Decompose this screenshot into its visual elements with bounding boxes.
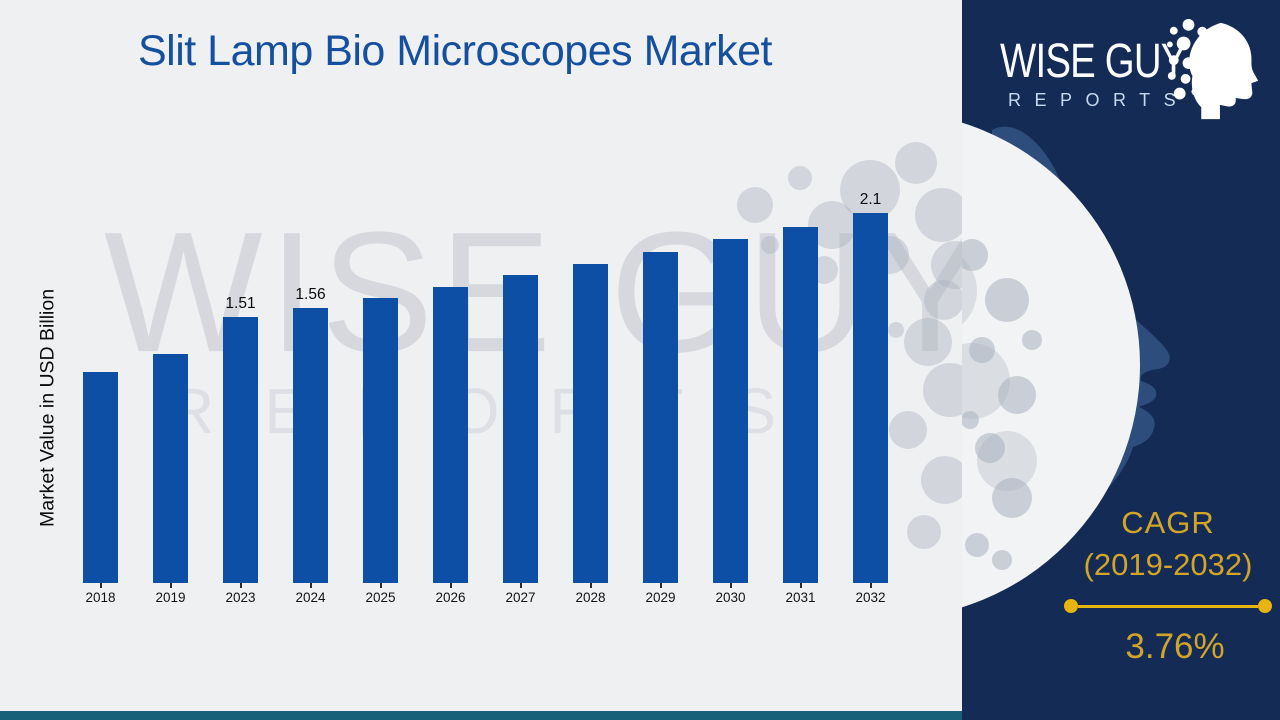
cagr-range: (2019-2032) <box>1083 547 1253 582</box>
watermark-dot <box>889 411 927 449</box>
x-tick-2026 <box>449 583 452 588</box>
x-tick-2029 <box>659 583 662 588</box>
watermark-dot <box>924 280 962 320</box>
x-tick-2018 <box>99 583 102 588</box>
bar-2032 <box>853 213 888 583</box>
bar-2029 <box>643 252 678 583</box>
logo-subtitle: REPORTS <box>1008 90 1190 110</box>
bar-2018 <box>83 372 118 583</box>
value-label-2032: 2.1 <box>859 191 882 208</box>
bar-2031 <box>783 227 818 583</box>
bar-2027 <box>503 275 538 583</box>
watermark-dot <box>761 236 779 254</box>
circle-dot <box>962 239 988 271</box>
divider-right-dot <box>1258 599 1272 613</box>
x-label-2018: 2018 <box>85 590 116 605</box>
divider-left-dot <box>1064 599 1078 613</box>
watermark-dot <box>895 142 937 184</box>
x-label-2023: 2023 <box>225 590 256 605</box>
bar-2025 <box>363 298 398 583</box>
logo-wordmark: WISE GUY <box>1000 35 1186 88</box>
x-tick-2032 <box>869 583 872 588</box>
bottom-teal-strip <box>0 711 962 720</box>
x-label-2030: 2030 <box>715 590 746 605</box>
watermark-dot <box>737 187 773 223</box>
bar-2023 <box>223 317 258 583</box>
watermark-dot <box>788 166 812 190</box>
circle-dot <box>965 533 989 557</box>
circle-dot <box>969 337 995 363</box>
x-label-2032: 2032 <box>855 590 886 605</box>
x-tick-2019 <box>169 583 172 588</box>
watermark-dot <box>931 241 962 289</box>
x-label-2031: 2031 <box>785 590 816 605</box>
x-tick-2027 <box>519 583 522 588</box>
watermark-dot <box>923 363 962 417</box>
circle-dot <box>992 550 1012 570</box>
circle-dot <box>998 376 1036 414</box>
logo-head-icon <box>1166 18 1259 120</box>
brand-panel: WISE GUY REPORTS CAGR (2019-2032) <box>962 0 1280 720</box>
watermark-dot <box>888 322 904 338</box>
x-tick-2030 <box>729 583 732 588</box>
x-label-2025: 2025 <box>365 590 396 605</box>
x-label-2019: 2019 <box>155 590 186 605</box>
cagr-divider <box>1064 599 1272 613</box>
watermark-dot <box>904 318 952 366</box>
value-label-2024: 1.56 <box>295 286 326 303</box>
circle-dot <box>992 478 1032 518</box>
x-tick-2028 <box>589 583 592 588</box>
watermark-dot <box>840 160 900 220</box>
bar-2028 <box>573 264 608 583</box>
watermark-dot <box>915 188 962 242</box>
x-tick-2025 <box>379 583 382 588</box>
bar-2030 <box>713 239 748 583</box>
value-label-2023: 1.51 <box>225 295 256 312</box>
x-label-2029: 2029 <box>645 590 676 605</box>
x-tick-2024 <box>309 583 312 588</box>
bar-plot: 2018 2019 2023 1.51 2024 1.56 2025 2026 2027 2028… <box>83 191 888 605</box>
circle-dot <box>985 278 1029 322</box>
wise-guy-reports-logo: WISE GUY REPORTS <box>962 0 1280 140</box>
x-label-2024: 2024 <box>295 590 326 605</box>
circle-dot <box>962 411 979 429</box>
watermark-dot <box>907 515 941 549</box>
circle-dot <box>1022 330 1042 350</box>
chart-title: Slit Lamp Bio Microscopes Market <box>138 27 773 75</box>
x-tick-2031 <box>799 583 802 588</box>
x-label-2028: 2028 <box>575 590 606 605</box>
cagr-value: 3.76% <box>1125 627 1225 666</box>
x-tick-2023 <box>239 583 242 588</box>
circle-dot <box>975 433 1005 463</box>
x-label-2027: 2027 <box>505 590 536 605</box>
bar-2026 <box>433 287 468 583</box>
divider-rule <box>1078 604 1258 608</box>
watermark-dot <box>921 456 962 504</box>
bar-2024 <box>293 308 328 583</box>
x-label-2026: 2026 <box>435 590 466 605</box>
cagr-block: CAGR (2019-2032) 3.76% <box>1062 505 1274 667</box>
cagr-heading: CAGR <box>1121 505 1215 540</box>
bar-2019 <box>153 354 188 583</box>
